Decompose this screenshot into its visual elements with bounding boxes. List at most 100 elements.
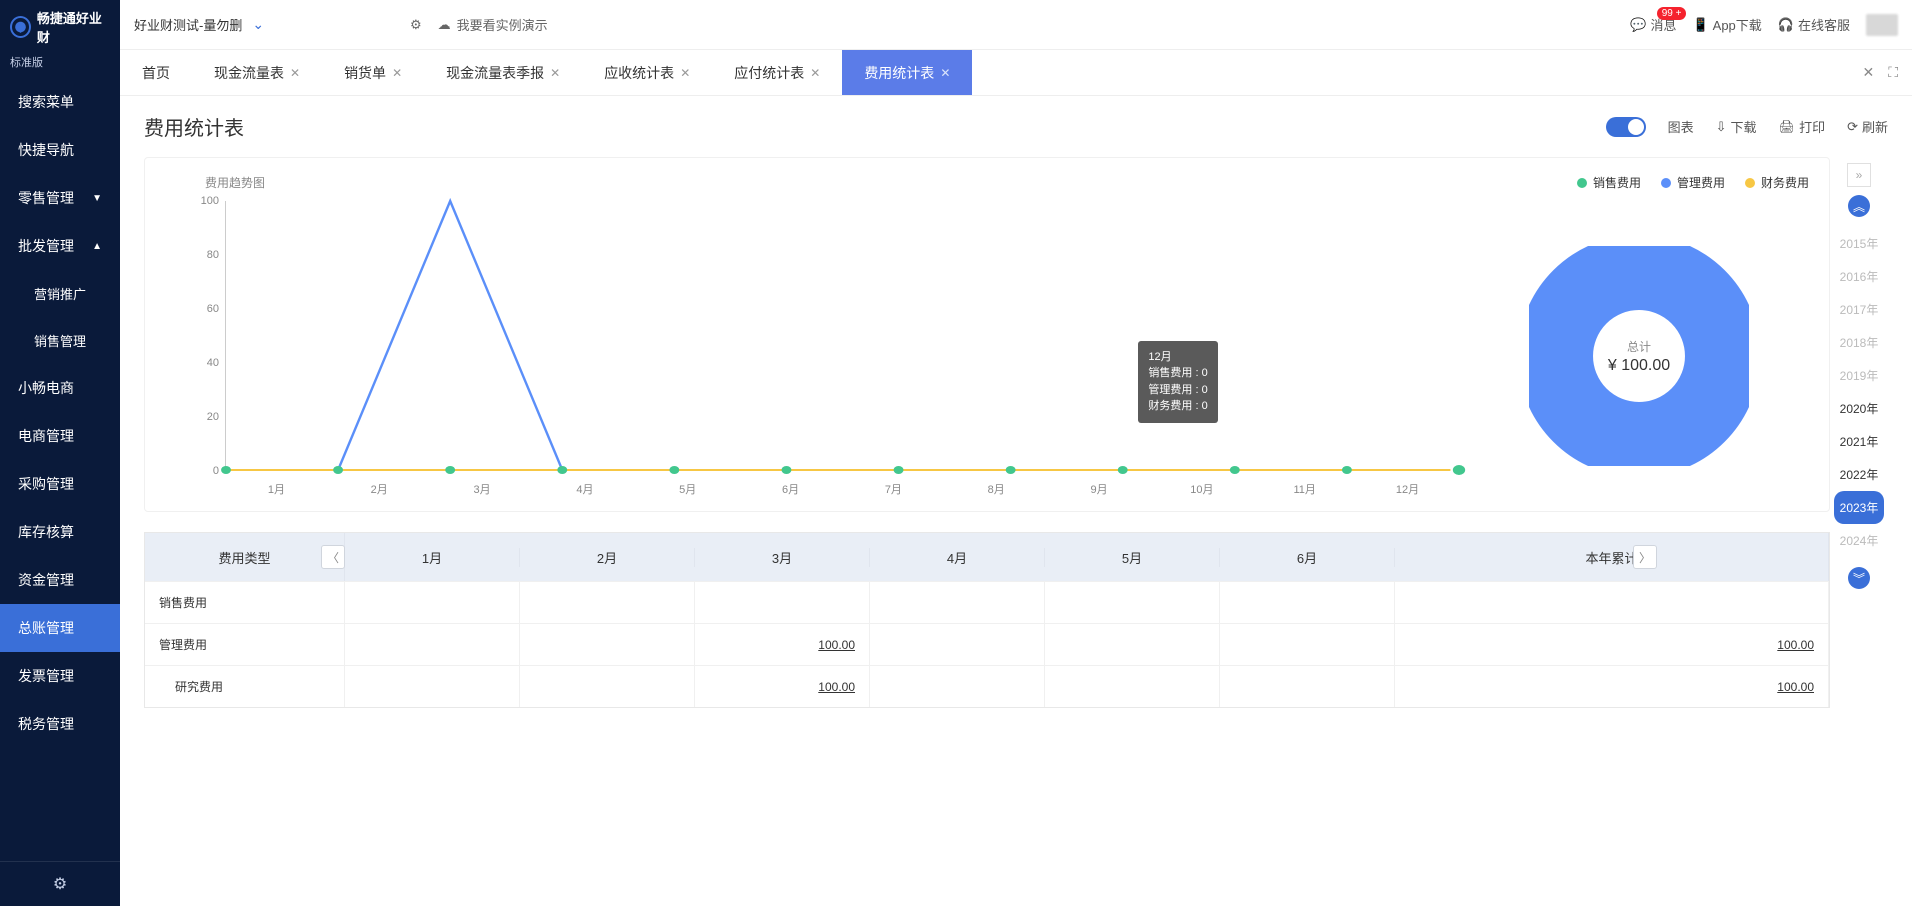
tab-close-icon[interactable]: ✕ bbox=[680, 66, 690, 80]
messages-button[interactable]: 💬 消息 99 + bbox=[1630, 15, 1676, 34]
sidebar: ◆ 畅捷通好业财 标准版 搜索菜单快捷导航零售管理▼批发管理▲营销推广销售管理小… bbox=[0, 0, 120, 906]
th-month: 4月 bbox=[870, 548, 1045, 567]
year-item[interactable]: 2023年 bbox=[1834, 491, 1885, 524]
td-cell bbox=[1220, 624, 1395, 665]
sidebar-footer: ⚙ bbox=[0, 861, 120, 906]
year-item[interactable]: 2024年 bbox=[1834, 524, 1885, 557]
app-download-button[interactable]: 📱 App下载 bbox=[1692, 15, 1761, 34]
messages-badge: 99 + bbox=[1657, 7, 1687, 20]
table-next-button[interactable]: 〉 bbox=[1633, 545, 1657, 569]
year-item[interactable]: 2015年 bbox=[1834, 227, 1885, 260]
y-tick: 40 bbox=[207, 357, 219, 369]
legend-item[interactable]: 财务费用 bbox=[1745, 174, 1809, 191]
td-total: 100.00 bbox=[1395, 666, 1829, 707]
year-item[interactable]: 2017年 bbox=[1834, 293, 1885, 326]
table-row: 管理费用 100.00 100.00 bbox=[145, 623, 1829, 665]
tab[interactable]: 应付统计表✕ bbox=[712, 50, 842, 95]
td-total bbox=[1395, 582, 1829, 623]
x-tick: 7月 bbox=[842, 475, 945, 501]
sidebar-item[interactable]: 搜索菜单 bbox=[0, 78, 120, 126]
th-month: 2月 bbox=[520, 548, 695, 567]
chart-toggle[interactable] bbox=[1606, 117, 1646, 137]
sidebar-item[interactable]: 总账管理 bbox=[0, 604, 120, 652]
logo-text: 畅捷通好业财 bbox=[37, 8, 110, 46]
chart-subtitle: 费用趋势图 bbox=[205, 174, 1469, 191]
sidebar-item[interactable]: 库存核算 bbox=[0, 508, 120, 556]
refresh-icon: ⟳ bbox=[1847, 119, 1858, 135]
tab-close-icon[interactable]: ✕ bbox=[392, 66, 402, 80]
td-cell bbox=[695, 582, 870, 623]
cell-link[interactable]: 100.00 bbox=[818, 680, 855, 694]
expense-table: 费用类型 1月2月3月4月5月6月 本年累计 〈 〉 销售费用管理费用100.0… bbox=[144, 532, 1830, 708]
print-button[interactable]: 🖨 打印 bbox=[1779, 117, 1826, 136]
chevron-down-icon: ⌄ bbox=[252, 16, 264, 33]
demo-link[interactable]: ☁ 我要看实例演示 bbox=[438, 15, 548, 34]
avatar[interactable] bbox=[1866, 14, 1898, 36]
legend-item[interactable]: 管理费用 bbox=[1661, 174, 1725, 191]
org-selector[interactable]: 好业财测试-量勿删 ⌄ bbox=[134, 15, 394, 34]
tab[interactable]: 应收统计表✕ bbox=[582, 50, 712, 95]
y-tick: 0 bbox=[213, 465, 219, 477]
td-cell bbox=[870, 582, 1045, 623]
year-item[interactable]: 2019年 bbox=[1834, 359, 1885, 392]
year-scroll-up[interactable]: ︽ bbox=[1848, 195, 1870, 217]
tab[interactable]: 费用统计表✕ bbox=[842, 50, 972, 95]
tab[interactable]: 销货单✕ bbox=[322, 50, 424, 95]
download-button[interactable]: ⇩ 下载 bbox=[1716, 117, 1757, 136]
sidebar-item[interactable]: 资金管理 bbox=[0, 556, 120, 604]
year-sidebar: » ︽ 2015年2016年2017年2018年2019年2020年2021年2… bbox=[1830, 157, 1888, 906]
tab-close-icon[interactable]: ✕ bbox=[810, 66, 820, 80]
cell-link[interactable]: 100.00 bbox=[1777, 638, 1814, 652]
sidebar-item[interactable]: 营销推广 bbox=[0, 270, 120, 317]
sidebar-item[interactable]: 采购管理 bbox=[0, 460, 120, 508]
table-prev-button[interactable]: 〈 bbox=[321, 545, 345, 569]
sidebar-item[interactable]: 销售管理 bbox=[0, 317, 120, 364]
td-cell: 100.00 bbox=[695, 666, 870, 707]
tab-close-icon[interactable]: ✕ bbox=[290, 66, 300, 80]
th-month: 3月 bbox=[695, 548, 870, 567]
year-collapse-icon[interactable]: » bbox=[1847, 163, 1871, 187]
x-tick: 9月 bbox=[1048, 475, 1151, 501]
sidebar-item[interactable]: 税务管理 bbox=[0, 700, 120, 748]
tab-close-icon[interactable]: ✕ bbox=[550, 66, 560, 80]
customer-service-button[interactable]: 🎧 在线客服 bbox=[1778, 15, 1850, 34]
year-item[interactable]: 2022年 bbox=[1834, 458, 1885, 491]
donut-total-label: 总计 bbox=[1608, 338, 1670, 355]
year-item[interactable]: 2021年 bbox=[1834, 425, 1885, 458]
tab[interactable]: 首页 bbox=[120, 50, 192, 95]
year-scroll-down[interactable]: ︾ bbox=[1848, 567, 1870, 589]
org-name: 好业财测试-量勿删 bbox=[134, 15, 242, 34]
legend-item[interactable]: 销售费用 bbox=[1577, 174, 1641, 191]
donut-total-value: ¥ 100.00 bbox=[1608, 357, 1670, 375]
year-item[interactable]: 2020年 bbox=[1834, 392, 1885, 425]
fullscreen-icon[interactable]: ⛶ bbox=[1888, 64, 1898, 81]
org-settings-icon[interactable]: ⚙ bbox=[410, 17, 422, 33]
refresh-button[interactable]: ⟳ 刷新 bbox=[1847, 117, 1888, 136]
x-tick: 10月 bbox=[1150, 475, 1253, 501]
download-icon: ⇩ bbox=[1716, 119, 1727, 135]
refresh-label: 刷新 bbox=[1862, 117, 1888, 136]
td-label: 管理费用 bbox=[145, 624, 345, 665]
td-cell bbox=[345, 582, 520, 623]
sidebar-item[interactable]: 快捷导航 bbox=[0, 126, 120, 174]
close-all-icon[interactable]: ✕ bbox=[1862, 64, 1874, 81]
tab[interactable]: 现金流量表✕ bbox=[192, 50, 322, 95]
tab[interactable]: 现金流量表季报✕ bbox=[424, 50, 582, 95]
app-label: App下载 bbox=[1713, 15, 1762, 34]
sidebar-item[interactable]: 电商管理 bbox=[0, 412, 120, 460]
td-cell bbox=[870, 666, 1045, 707]
sidebar-item[interactable]: 批发管理▲ bbox=[0, 222, 120, 270]
sidebar-item[interactable]: 小畅电商 bbox=[0, 364, 120, 412]
cell-link[interactable]: 100.00 bbox=[818, 638, 855, 652]
cell-link[interactable]: 100.00 bbox=[1777, 680, 1814, 694]
x-tick: 8月 bbox=[945, 475, 1048, 501]
settings-gear-icon[interactable]: ⚙ bbox=[53, 876, 67, 893]
year-item[interactable]: 2018年 bbox=[1834, 326, 1885, 359]
print-label: 打印 bbox=[1799, 117, 1825, 136]
tab-close-icon[interactable]: ✕ bbox=[940, 66, 950, 80]
topbar: 好业财测试-量勿删 ⌄ ⚙ ☁ 我要看实例演示 💬 消息 99 + 📱 App下… bbox=[120, 0, 1912, 50]
sidebar-item[interactable]: 发票管理 bbox=[0, 652, 120, 700]
year-item[interactable]: 2016年 bbox=[1834, 260, 1885, 293]
td-label: 研究费用 bbox=[145, 666, 345, 707]
sidebar-item[interactable]: 零售管理▼ bbox=[0, 174, 120, 222]
